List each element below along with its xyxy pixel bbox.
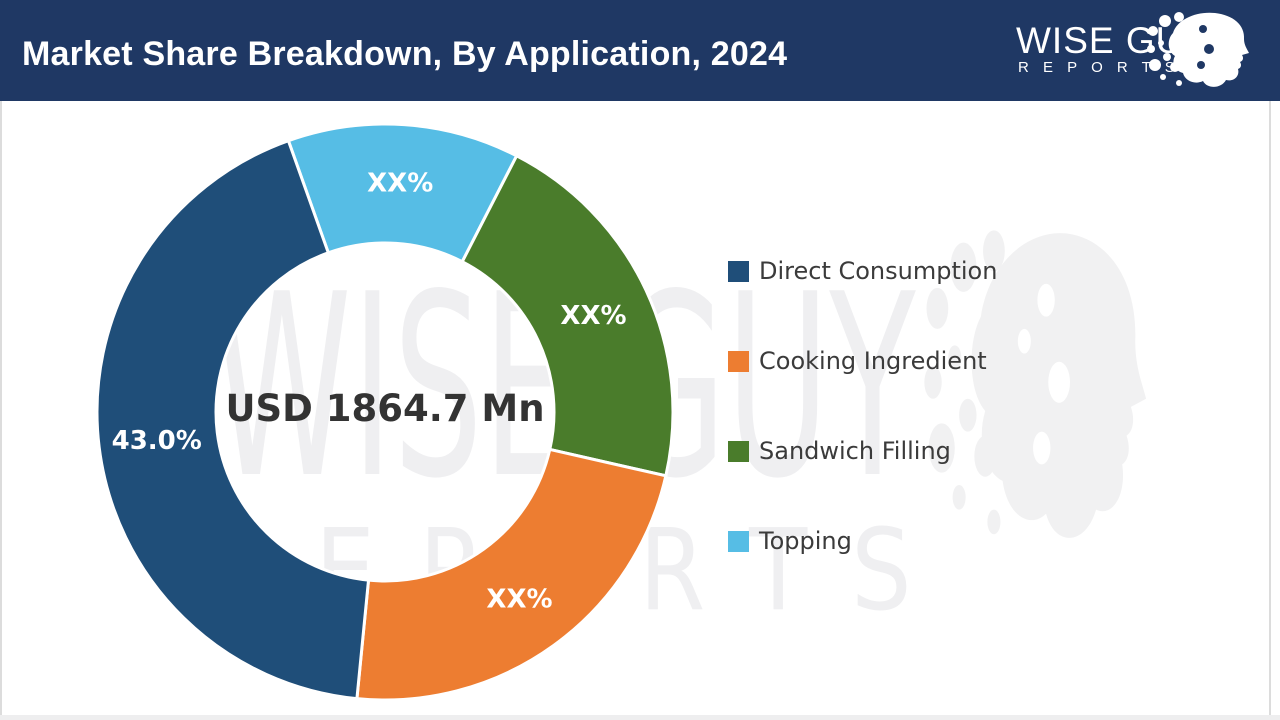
legend-item-sandwich-filling: Sandwich Filling (728, 434, 997, 468)
legend-label: Sandwich Filling (759, 437, 951, 465)
segment-label-direct-consumption: 43.0% (112, 426, 202, 456)
legend-swatch-sandwich-filling (728, 440, 749, 462)
content-left-border (0, 101, 2, 720)
segment-label-sandwich-filling: XX% (560, 301, 626, 331)
donut-segment-sandwich-filling (460, 153, 675, 478)
segment-label-cooking-ingredient: XX% (486, 585, 552, 615)
header: Market Share Breakdown, By Application, … (0, 0, 1280, 101)
center-value-label: USD 1864.7 Mn (225, 387, 544, 430)
legend-swatch-topping (728, 530, 749, 552)
legend-label: Topping (759, 527, 852, 555)
logo-subtitle: R E P O R T S (1018, 59, 1180, 76)
legend: Direct Consumption Cooking Ingredient Sa… (728, 254, 997, 614)
legend-label: Direct Consumption (759, 257, 998, 285)
page-title: Market Share Breakdown, By Application, … (22, 35, 788, 73)
donut-segment-direct-consumption (95, 138, 371, 701)
legend-item-cooking-ingredient: Cooking Ingredient (728, 344, 997, 378)
legend-item-direct-consumption: Direct Consumption (728, 254, 997, 288)
donut-segment-cooking-ingredient (355, 447, 668, 702)
content-right-border (1269, 101, 1271, 720)
legend-swatch-direct-consumption (728, 260, 749, 282)
wiseguy-logo: WISE GUY R E P O R T S (1016, 9, 1266, 95)
logo-face-icon (1147, 12, 1249, 87)
bottom-strip (0, 715, 1280, 720)
legend-swatch-cooking-ingredient (728, 350, 749, 372)
watermark-face (924, 230, 1147, 538)
legend-item-topping: Topping (728, 524, 997, 558)
segment-label-topping: XX% (367, 169, 433, 199)
legend-label: Cooking Ingredient (759, 347, 987, 375)
donut-chart: XX% XX% XX% 43.0% USD 1864.7 Mn (95, 122, 675, 702)
